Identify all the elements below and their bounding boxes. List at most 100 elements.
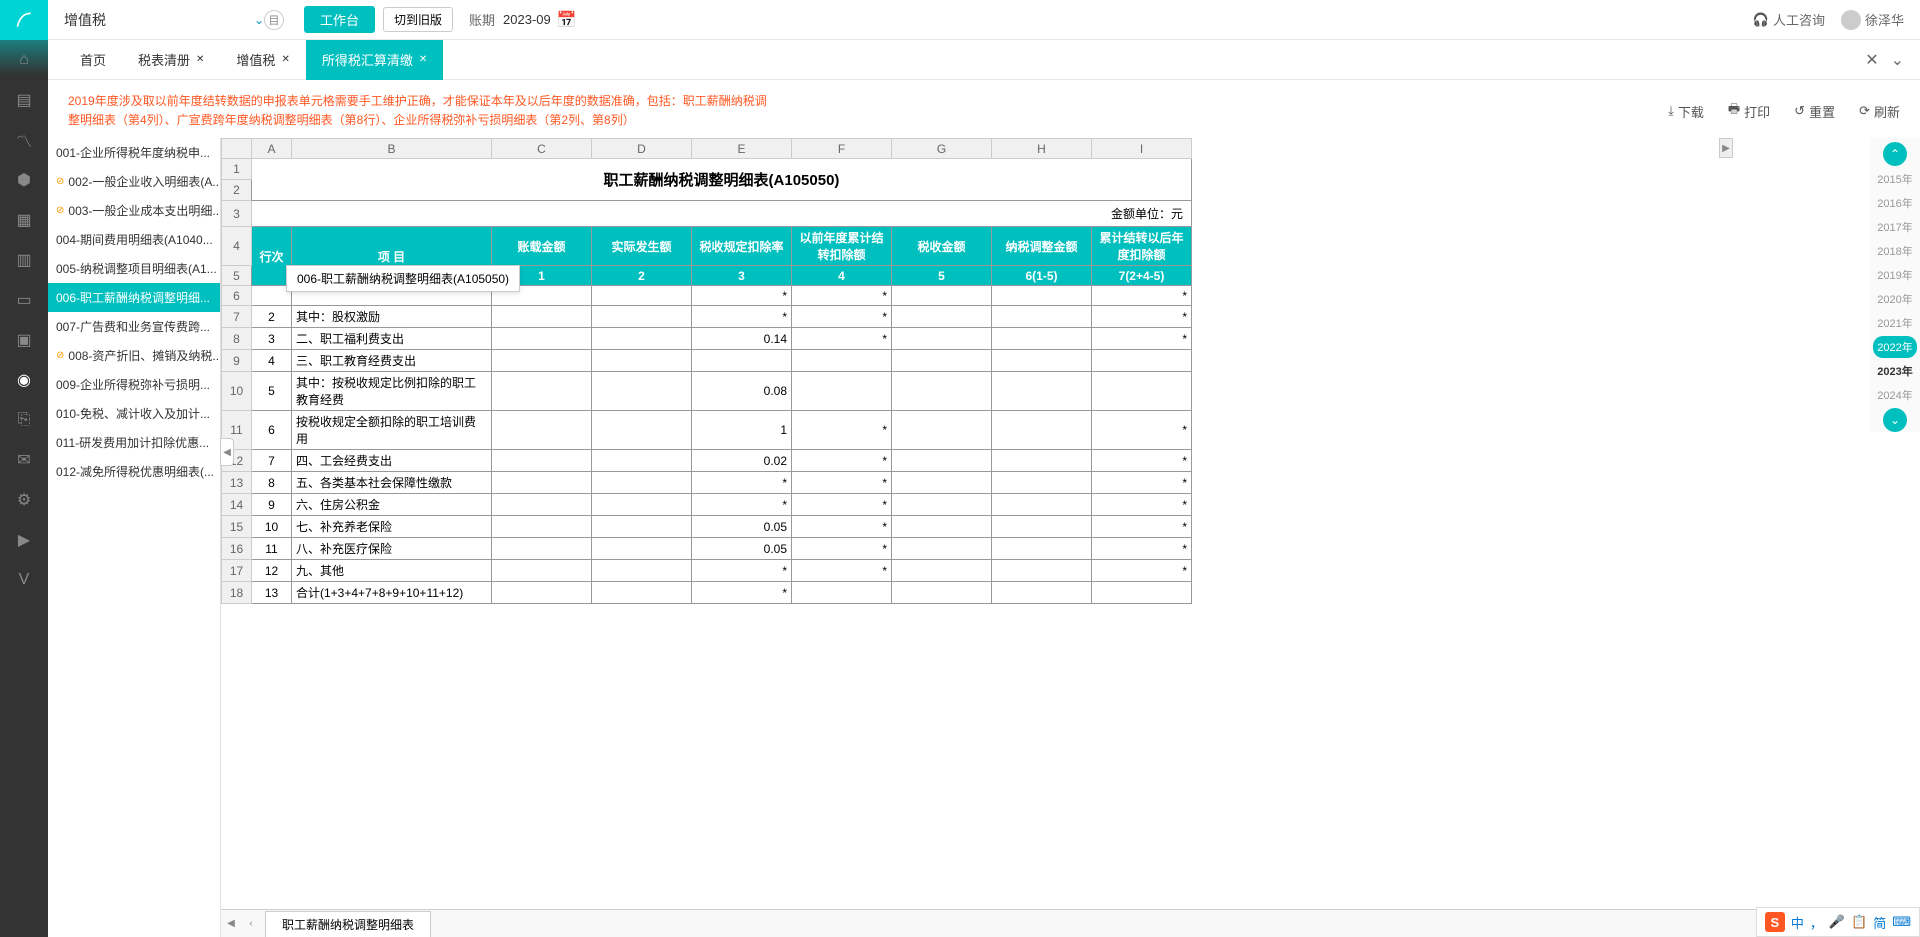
data-cell[interactable]: * — [1092, 306, 1192, 328]
data-cell[interactable] — [892, 450, 992, 472]
entity-icon[interactable]: 目 — [264, 10, 284, 30]
data-cell[interactable]: 0.05 — [692, 516, 792, 538]
download-button[interactable]: ⤓下载 — [1668, 92, 1704, 130]
data-cell[interactable]: * — [1092, 450, 1192, 472]
data-cell[interactable]: 2 — [252, 306, 292, 328]
data-cell[interactable] — [992, 560, 1092, 582]
data-cell[interactable] — [1092, 350, 1192, 372]
data-cell[interactable]: 九、其他 — [292, 560, 492, 582]
data-cell[interactable]: 三、职工教育经费支出 — [292, 350, 492, 372]
col-header[interactable]: G — [892, 139, 992, 159]
data-cell[interactable]: * — [792, 516, 892, 538]
col-header[interactable]: B — [292, 139, 492, 159]
sheet-nav-first[interactable]: ◀ — [221, 918, 241, 929]
sheet-tab[interactable]: 职工薪酬纳税调整明细表 — [265, 911, 431, 937]
data-cell[interactable]: * — [1092, 411, 1192, 450]
data-cell[interactable] — [792, 582, 892, 604]
data-cell[interactable]: * — [1092, 472, 1192, 494]
data-cell[interactable]: * — [1092, 516, 1192, 538]
data-cell[interactable]: 六、住房公积金 — [292, 494, 492, 516]
form-list-item[interactable]: ⊘008-资产折旧、摊销及纳税... — [48, 341, 220, 370]
data-cell[interactable] — [892, 350, 992, 372]
row-header[interactable]: 17 — [222, 560, 252, 582]
data-cell[interactable]: * — [692, 286, 792, 306]
nav-settings-icon[interactable]: ◉ — [0, 360, 48, 400]
data-cell[interactable] — [992, 472, 1092, 494]
data-cell[interactable] — [592, 472, 692, 494]
data-cell[interactable]: 6 — [252, 411, 292, 450]
data-cell[interactable]: * — [792, 560, 892, 582]
user-menu[interactable]: 徐泽华 — [1841, 10, 1904, 30]
data-cell[interactable] — [892, 560, 992, 582]
nav-export-icon[interactable]: ⎘ — [0, 400, 48, 440]
row-header[interactable]: 13 — [222, 472, 252, 494]
nav-inbox-icon[interactable]: ✉ — [0, 440, 48, 480]
year-button[interactable]: 2020年 — [1873, 288, 1917, 310]
row-header[interactable]: 8 — [222, 328, 252, 350]
data-cell[interactable]: * — [1092, 560, 1192, 582]
data-cell[interactable] — [992, 350, 1092, 372]
form-list-item[interactable]: 012-减免所得税优惠明细表(... — [48, 457, 220, 486]
data-cell[interactable] — [992, 450, 1092, 472]
data-cell[interactable]: 0.02 — [692, 450, 792, 472]
data-cell[interactable]: 10 — [252, 516, 292, 538]
data-cell[interactable] — [892, 411, 992, 450]
data-cell[interactable]: 1 — [692, 411, 792, 450]
data-cell[interactable] — [492, 516, 592, 538]
col-header[interactable]: E — [692, 139, 792, 159]
nav-doc-icon[interactable]: ▤ — [0, 80, 48, 120]
data-cell[interactable]: 3 — [252, 328, 292, 350]
sheet-nav-prev[interactable]: ‹ — [241, 918, 261, 929]
nav-calendar-icon[interactable]: ▣ — [0, 320, 48, 360]
data-cell[interactable] — [592, 494, 692, 516]
data-cell[interactable] — [992, 516, 1092, 538]
tab-0[interactable]: 首页 — [64, 40, 122, 80]
data-cell[interactable] — [592, 372, 692, 411]
tab-close-icon[interactable]: ✕ — [1865, 50, 1878, 70]
year-button[interactable]: 2015年 — [1873, 168, 1917, 190]
form-list-item[interactable]: 010-免税、减计收入及加计... — [48, 399, 220, 428]
tax-type-dropdown[interactable]: 增值税 ⌄ — [64, 10, 264, 30]
data-cell[interactable] — [892, 328, 992, 350]
data-cell[interactable] — [892, 472, 992, 494]
support-link[interactable]: 🎧 人工咨询 — [1753, 10, 1825, 29]
year-button[interactable]: 2016年 — [1873, 192, 1917, 214]
data-cell[interactable] — [492, 494, 592, 516]
data-cell[interactable] — [592, 306, 692, 328]
data-cell[interactable]: * — [692, 494, 792, 516]
data-cell[interactable] — [492, 328, 592, 350]
data-cell[interactable]: 7 — [252, 450, 292, 472]
data-cell[interactable] — [992, 372, 1092, 411]
data-cell[interactable] — [592, 582, 692, 604]
tab-more-icon[interactable]: ⌄ — [1891, 50, 1904, 70]
expand-sheet-button[interactable]: ▶ — [1719, 138, 1733, 158]
data-cell[interactable] — [492, 411, 592, 450]
data-cell[interactable] — [592, 411, 692, 450]
data-cell[interactable]: 9 — [252, 494, 292, 516]
data-cell[interactable] — [492, 560, 592, 582]
col-header[interactable]: A — [252, 139, 292, 159]
nav-v-icon[interactable]: V — [0, 560, 48, 600]
nav-gear-icon[interactable]: ⚙ — [0, 480, 48, 520]
col-header[interactable]: I — [1092, 139, 1192, 159]
data-cell[interactable] — [1092, 372, 1192, 411]
data-cell[interactable] — [492, 450, 592, 472]
data-cell[interactable]: 11 — [252, 538, 292, 560]
form-list-item[interactable]: ⊘003-一般企业成本支出明细... — [48, 196, 220, 225]
data-cell[interactable]: * — [792, 494, 892, 516]
form-list-item[interactable]: 006-职工薪酬纳税调整明细... — [48, 283, 220, 312]
data-cell[interactable]: 0.08 — [692, 372, 792, 411]
data-cell[interactable] — [992, 494, 1092, 516]
data-cell[interactable] — [992, 538, 1092, 560]
data-cell[interactable]: * — [1092, 538, 1192, 560]
nav-clipboard-icon[interactable]: ▦ — [0, 200, 48, 240]
tab-close-icon[interactable]: ✕ — [419, 54, 427, 65]
data-cell[interactable] — [492, 350, 592, 372]
row-header[interactable]: 14 — [222, 494, 252, 516]
old-version-button[interactable]: 切到旧版 — [383, 7, 453, 32]
collapse-panel-button[interactable]: ◀ — [220, 438, 234, 466]
row-header[interactable]: 15 — [222, 516, 252, 538]
nav-home-icon[interactable]: ⌂ — [0, 40, 48, 80]
data-cell[interactable]: * — [1092, 286, 1192, 306]
form-list-item[interactable]: 001-企业所得税年度纳税申... — [48, 138, 220, 167]
